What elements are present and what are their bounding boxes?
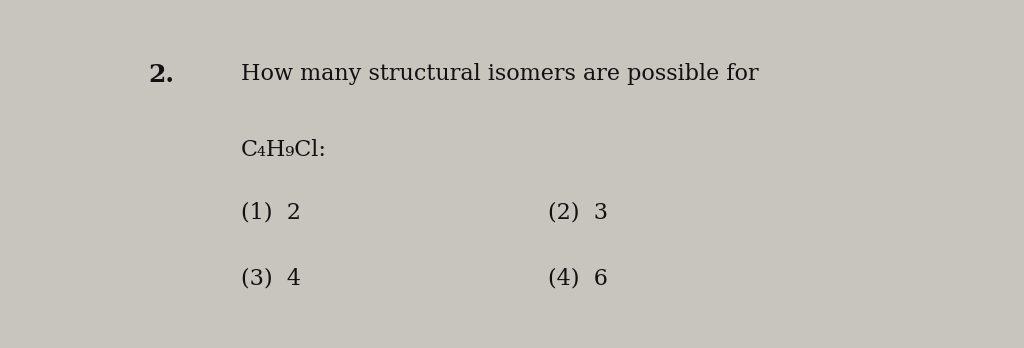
Text: C₄H₉Cl:: C₄H₉Cl: bbox=[241, 139, 327, 161]
Text: (2)  3: (2) 3 bbox=[548, 202, 608, 224]
Text: (4)  6: (4) 6 bbox=[548, 268, 607, 290]
Text: (3)  4: (3) 4 bbox=[241, 268, 301, 290]
Text: 2.: 2. bbox=[148, 63, 174, 87]
Text: (1)  2: (1) 2 bbox=[241, 202, 300, 224]
Text: How many structural isomers are possible for: How many structural isomers are possible… bbox=[241, 63, 758, 85]
